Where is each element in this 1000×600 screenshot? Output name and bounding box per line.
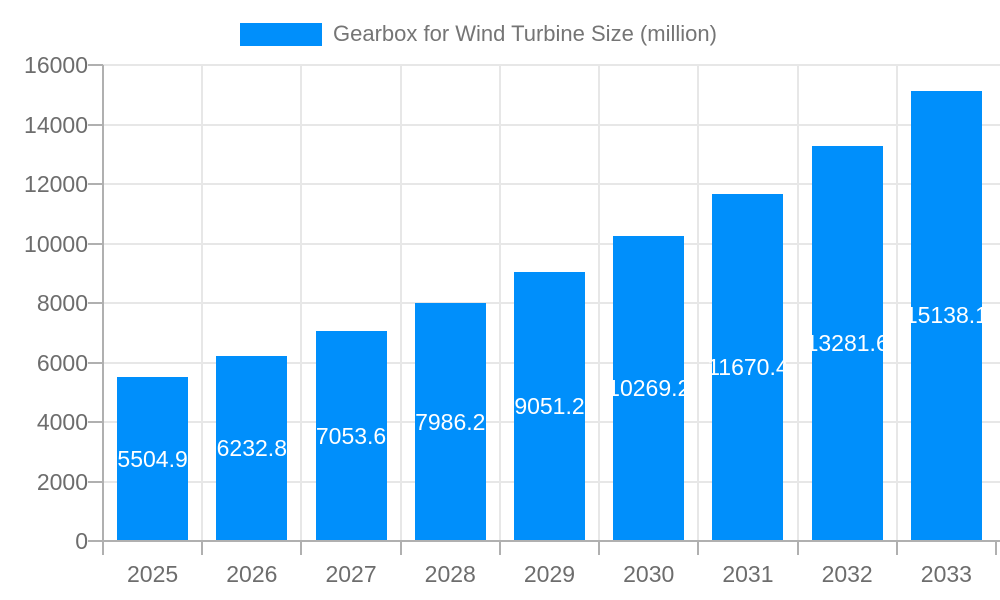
y-axis-tick <box>88 480 103 483</box>
y-axis-tick <box>88 421 103 423</box>
x-gridline <box>498 65 501 541</box>
x-gridline <box>201 65 204 541</box>
y-axis-tick-label: 8000 <box>36 290 88 316</box>
x-gridline <box>300 65 303 541</box>
y-gridline <box>103 242 1000 245</box>
legend-swatch <box>240 22 322 46</box>
bar-value-label: 7053.6 <box>315 422 387 449</box>
y-axis-tick <box>88 302 103 304</box>
y-gridline <box>103 123 1000 126</box>
bar-2031[interactable]: 11670.4 <box>707 193 789 541</box>
y-axis-tick-label: 10000 <box>24 230 88 257</box>
x-gridline <box>598 65 601 541</box>
x-axis-category-label: 2029 <box>523 561 576 587</box>
bar-2028[interactable]: 7986.2 <box>414 303 486 541</box>
x-axis-tick <box>201 541 204 555</box>
y-axis-tick <box>88 123 103 126</box>
y-axis-tick-label: 6000 <box>36 349 88 376</box>
bar-value-label: 11670.4 <box>707 353 789 380</box>
y-axis-tick-label: 0 <box>75 528 88 554</box>
y-axis-tick-label: 2000 <box>36 468 88 495</box>
legend-label: Gearbox for Wind Turbine Size (million) <box>333 21 717 46</box>
x-gridline <box>399 65 402 541</box>
x-axis-category-label: 2025 <box>127 561 179 587</box>
bar-2027[interactable]: 7053.6 <box>315 331 387 541</box>
x-axis-category-label: 2027 <box>325 561 377 587</box>
x-axis-category-label: 2028 <box>424 561 476 587</box>
y-axis-tick-label: 4000 <box>36 409 88 435</box>
bar-value-label: 10269.2 <box>607 374 691 401</box>
y-axis-tick-label: 12000 <box>24 171 88 197</box>
x-axis-category-label: 2032 <box>821 561 873 587</box>
x-axis-tick <box>598 541 601 555</box>
bar-value-label: 6232.8 <box>216 434 287 461</box>
x-axis-category-label: 2033 <box>920 561 972 587</box>
x-axis-tick <box>796 541 799 555</box>
legend[interactable]: Gearbox for Wind Turbine Size (million) <box>240 21 717 47</box>
x-gridline <box>895 65 898 541</box>
x-axis-category-label: 2026 <box>226 561 278 587</box>
y-gridline <box>103 64 1000 66</box>
x-axis-tick <box>995 541 997 555</box>
y-gridline <box>103 183 1000 185</box>
bar-value-label: 7986.2 <box>415 408 486 435</box>
bar-value-label: 13281.6 <box>805 329 889 356</box>
x-gridline <box>796 65 799 541</box>
bar-value-label: 15138.1 <box>904 302 988 329</box>
bar-value-label: 9051.2 <box>514 392 585 419</box>
y-axis-tick <box>88 64 103 66</box>
x-axis-line <box>88 540 1000 542</box>
bar-2030[interactable]: 10269.2 <box>607 235 690 541</box>
bar-2033[interactable]: 15138.1 <box>905 90 988 541</box>
y-axis-tick <box>88 361 103 364</box>
bar-2025[interactable]: 5504.9 <box>117 377 189 541</box>
y-axis-tick <box>88 183 103 185</box>
bar-2029[interactable]: 9051.2 <box>514 271 585 541</box>
x-axis-tick <box>895 541 898 555</box>
bar-2026[interactable]: 6232.8 <box>216 355 288 541</box>
x-gridline <box>697 65 700 541</box>
x-axis-tick <box>498 541 501 555</box>
y-axis-tick <box>88 242 103 245</box>
x-axis-tick <box>697 541 700 555</box>
bar-value-label: 5504.9 <box>117 445 188 472</box>
x-axis-tick <box>399 541 402 555</box>
x-axis-category-label: 2030 <box>623 561 675 587</box>
x-axis-tick <box>300 541 303 555</box>
plot-area: 5504.9 6232.8 7053.6 7986.2 9051.2 10269.2 116… <box>88 64 1000 555</box>
y-axis-line <box>102 65 104 541</box>
x-axis-category-label: 2031 <box>722 561 774 587</box>
y-axis-tick-label: 16000 <box>24 52 88 78</box>
y-axis-tick-label: 14000 <box>24 111 88 138</box>
bar-2032[interactable]: 13281.6 <box>806 145 889 541</box>
x-axis-tick <box>102 541 104 555</box>
